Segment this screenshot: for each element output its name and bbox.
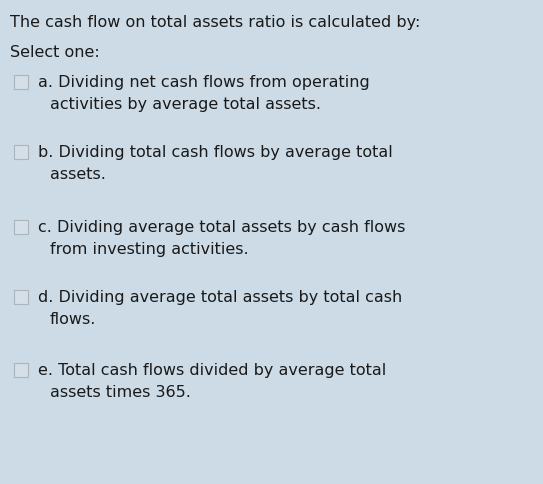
Text: e. Total cash flows divided by average total: e. Total cash flows divided by average t… — [38, 362, 386, 377]
FancyBboxPatch shape — [14, 290, 28, 304]
Text: flows.: flows. — [50, 311, 96, 326]
Text: c. Dividing average total assets by cash flows: c. Dividing average total assets by cash… — [38, 220, 406, 235]
Text: activities by average total assets.: activities by average total assets. — [50, 97, 321, 112]
FancyBboxPatch shape — [14, 145, 28, 159]
Text: assets times 365.: assets times 365. — [50, 384, 191, 399]
FancyBboxPatch shape — [14, 220, 28, 234]
Text: a. Dividing net cash flows from operating: a. Dividing net cash flows from operatin… — [38, 75, 370, 90]
Text: d. Dividing average total assets by total cash: d. Dividing average total assets by tota… — [38, 289, 402, 304]
Text: The cash flow on total assets ratio is calculated by:: The cash flow on total assets ratio is c… — [10, 15, 420, 30]
Text: assets.: assets. — [50, 166, 106, 182]
Text: b. Dividing total cash flows by average total: b. Dividing total cash flows by average … — [38, 145, 393, 160]
FancyBboxPatch shape — [14, 363, 28, 377]
FancyBboxPatch shape — [14, 76, 28, 90]
Text: Select one:: Select one: — [10, 45, 100, 60]
Text: from investing activities.: from investing activities. — [50, 242, 249, 257]
